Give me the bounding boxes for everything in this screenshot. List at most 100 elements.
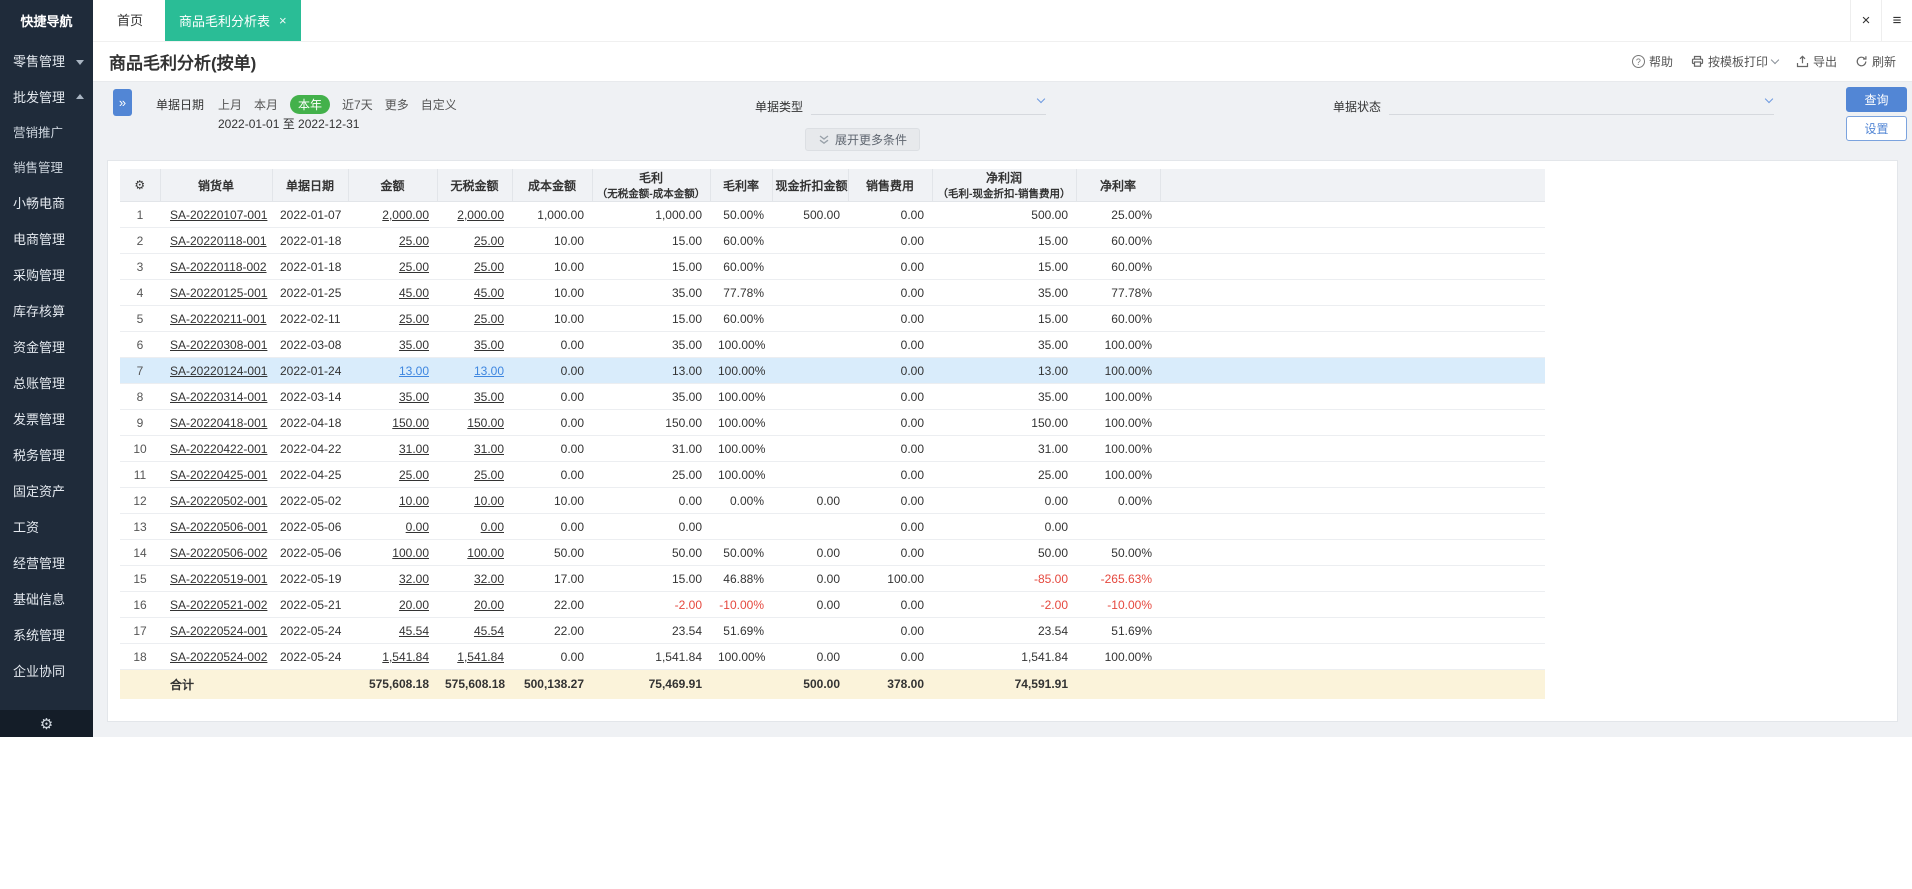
- amount-link[interactable]: 25.00: [398, 467, 429, 482]
- order-link[interactable]: SA-20220308-001: [170, 337, 268, 352]
- tab-home[interactable]: 首页: [117, 13, 144, 28]
- tax_free-link[interactable]: 10.00: [473, 493, 504, 508]
- table-row[interactable]: 1 SA-20220107-001 2022-01-07 2,000.00 2,000.…: [120, 201, 1545, 228]
- order-link[interactable]: SA-20220506-002: [170, 545, 268, 560]
- help-button[interactable]: ? 帮助: [1631, 53, 1673, 70]
- sidebar-item[interactable]: 小畅电商: [0, 186, 93, 222]
- amount-link[interactable]: 150.00: [392, 415, 429, 430]
- amount-link[interactable]: 35.00: [398, 337, 429, 352]
- amount-link[interactable]: 2,000.00: [382, 207, 429, 222]
- amount-link[interactable]: 31.00: [398, 441, 429, 456]
- quick-option[interactable]: 上月: [218, 98, 243, 112]
- order-link[interactable]: SA-20220211-001: [170, 311, 267, 326]
- order-link[interactable]: SA-20220521-002: [170, 597, 268, 612]
- sidebar-settings-button[interactable]: ⚙: [0, 710, 93, 737]
- expand-more-conditions-button[interactable]: 展开更多条件: [805, 128, 921, 151]
- table-row[interactable]: 13 SA-20220506-001 2022-05-06 0.00 0.00 0.00 0…: [120, 513, 1545, 540]
- tax_free-link[interactable]: 32.00: [473, 571, 504, 586]
- quick-option[interactable]: 本年: [290, 95, 331, 114]
- amount-link[interactable]: 25.00: [398, 259, 429, 274]
- sidebar-item[interactable]: 发票管理: [0, 402, 93, 438]
- table-row[interactable]: 7 SA-20220124-001 2022-01-24 13.00 13.00 0.00…: [120, 357, 1545, 384]
- sidebar-item[interactable]: 系统管理: [0, 618, 93, 654]
- table-row[interactable]: 16 SA-20220521-002 2022-05-21 20.00 20.00 22.…: [120, 591, 1545, 618]
- table-row[interactable]: 3 SA-20220118-002 2022-01-18 25.00 25.00 10.0…: [120, 253, 1545, 280]
- sidebar-item[interactable]: 电商管理: [0, 222, 93, 258]
- menu-icon[interactable]: ≡: [1881, 0, 1912, 41]
- order-link[interactable]: SA-20220524-002: [170, 649, 268, 664]
- amount-link[interactable]: 45.00: [398, 285, 429, 300]
- order-link[interactable]: SA-20220118-002: [170, 259, 267, 274]
- query-button[interactable]: 查询: [1846, 87, 1907, 112]
- quick-option[interactable]: 近7天: [342, 98, 373, 112]
- sidebar-item[interactable]: 采购管理: [0, 258, 93, 294]
- tax_free-link[interactable]: 35.00: [473, 337, 504, 352]
- doc-type-select[interactable]: 单据类型: [755, 94, 1047, 115]
- date-range-value[interactable]: 2022-01-01 至 2022-12-31: [218, 117, 360, 131]
- order-link[interactable]: SA-20220422-001: [170, 441, 268, 456]
- table-row[interactable]: 18 SA-20220524-002 2022-05-24 1,541.84 1,541…: [120, 643, 1545, 670]
- amount-link[interactable]: 35.00: [398, 389, 429, 404]
- tax_free-link[interactable]: 1,541.84: [457, 649, 504, 664]
- amount-link[interactable]: 25.00: [398, 311, 429, 326]
- sidebar-item[interactable]: 零售管理: [0, 44, 93, 80]
- quick-option[interactable]: 更多: [384, 98, 409, 112]
- tax_free-link[interactable]: 25.00: [473, 311, 504, 326]
- amount-link[interactable]: 13.00: [398, 363, 429, 378]
- tax_free-link[interactable]: 35.00: [473, 389, 504, 404]
- sidebar-item[interactable]: 企业协同: [0, 654, 93, 690]
- tax_free-link[interactable]: 31.00: [473, 441, 504, 456]
- amount-link[interactable]: 1,541.84: [382, 649, 429, 664]
- order-link[interactable]: SA-20220125-001: [170, 285, 268, 300]
- tax_free-link[interactable]: 150.00: [467, 415, 504, 430]
- amount-link[interactable]: 25.00: [398, 233, 429, 248]
- order-link[interactable]: SA-20220314-001: [170, 389, 268, 404]
- order-link[interactable]: SA-20220124-001: [170, 363, 268, 378]
- order-link[interactable]: SA-20220425-001: [170, 467, 268, 482]
- sidebar-item[interactable]: 批发管理: [0, 80, 93, 116]
- table-row[interactable]: 17 SA-20220524-001 2022-05-24 45.54 45.54 22.…: [120, 617, 1545, 644]
- sidebar-item[interactable]: 经营管理: [0, 546, 93, 582]
- table-row[interactable]: 2 SA-20220118-001 2022-01-18 25.00 25.00 10.0…: [120, 227, 1545, 254]
- order-link[interactable]: SA-20220519-001: [170, 571, 268, 586]
- settings-button[interactable]: 设置: [1846, 116, 1907, 141]
- sidebar-item[interactable]: 资金管理: [0, 330, 93, 366]
- table-row[interactable]: 11 SA-20220425-001 2022-04-25 25.00 25.00 0.0…: [120, 461, 1545, 488]
- sidebar-item[interactable]: 工资: [0, 510, 93, 546]
- table-row[interactable]: 15 SA-20220519-001 2022-05-19 32.00 32.00 17.…: [120, 565, 1545, 592]
- sidebar-item[interactable]: 固定资产: [0, 474, 93, 510]
- tax_free-link[interactable]: 25.00: [473, 467, 504, 482]
- tab-close-icon[interactable]: ×: [279, 13, 287, 28]
- column-settings-gear-icon[interactable]: ⚙: [120, 169, 161, 202]
- sidebar-item-quick-nav[interactable]: 快捷导航: [20, 14, 73, 29]
- table-row[interactable]: 4 SA-20220125-001 2022-01-25 45.00 45.00 10.0…: [120, 279, 1545, 306]
- amount-link[interactable]: 32.00: [398, 571, 429, 586]
- sidebar-item[interactable]: 基础信息: [0, 582, 93, 618]
- table-row[interactable]: 8 SA-20220314-001 2022-03-14 35.00 35.00 0.00…: [120, 383, 1545, 410]
- tax_free-link[interactable]: 100.00: [467, 545, 504, 560]
- table-row[interactable]: 12 SA-20220502-001 2022-05-02 10.00 10.00 10.…: [120, 487, 1545, 514]
- tax_free-link[interactable]: 25.00: [473, 233, 504, 248]
- order-link[interactable]: SA-20220107-001: [170, 207, 268, 222]
- export-button[interactable]: 导出: [1796, 53, 1837, 70]
- tax_free-link[interactable]: 2,000.00: [457, 207, 504, 222]
- table-row[interactable]: 5 SA-20220211-001 2022-02-11 25.00 25.00 10.0…: [120, 305, 1545, 332]
- doc-type-field[interactable]: [811, 94, 1047, 115]
- tax_free-link[interactable]: 25.00: [473, 259, 504, 274]
- amount-link[interactable]: 20.00: [398, 597, 429, 612]
- tax_free-link[interactable]: 45.54: [473, 623, 504, 638]
- order-link[interactable]: SA-20220524-001: [170, 623, 268, 638]
- quick-option[interactable]: 自定义: [420, 98, 457, 112]
- tax_free-link[interactable]: 13.00: [473, 363, 504, 378]
- doc-status-field[interactable]: [1389, 94, 1775, 115]
- tax_free-link[interactable]: 0.00: [480, 519, 504, 534]
- sidebar-item[interactable]: 库存核算: [0, 294, 93, 330]
- order-link[interactable]: SA-20220118-001: [170, 233, 267, 248]
- amount-link[interactable]: 0.00: [405, 519, 429, 534]
- doc-status-select[interactable]: 单据状态: [1333, 94, 1775, 115]
- order-link[interactable]: SA-20220418-001: [170, 415, 268, 430]
- sidebar-item[interactable]: 税务管理: [0, 438, 93, 474]
- amount-link[interactable]: 10.00: [398, 493, 429, 508]
- tax_free-link[interactable]: 45.00: [473, 285, 504, 300]
- collapse-filter-button[interactable]: »: [113, 89, 132, 116]
